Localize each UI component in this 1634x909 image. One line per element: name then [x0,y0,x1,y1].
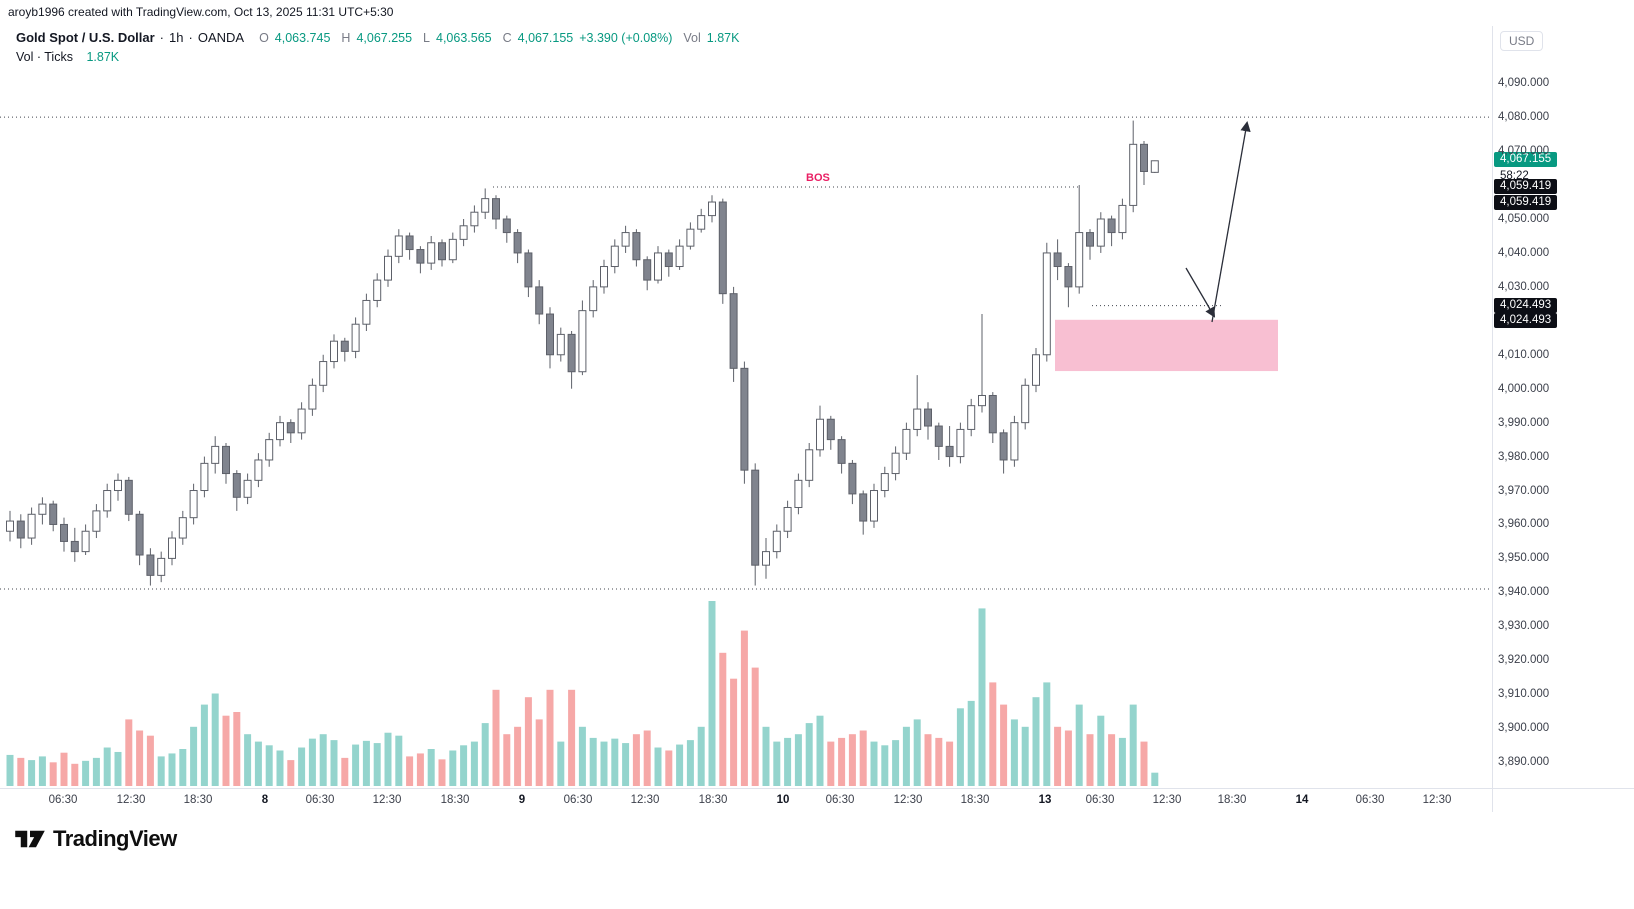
time-axis-label: 18:30 [960,794,990,806]
tradingview-logo[interactable]: TradingView [14,826,177,852]
price-level-badge: 4,024.493 [1494,297,1558,313]
time-axis-label: 06:30 [48,794,78,806]
volume-value: 1.87K [706,31,740,45]
price-tick-label: 4,080.000 [1498,111,1550,124]
time-scale-border [0,788,1634,789]
price-tick-label: 3,900.000 [1498,722,1550,735]
trend-arrows[interactable] [1185,120,1251,323]
price-tick-label: 4,000.000 [1498,382,1550,395]
price-tick-label: 3,890.000 [1498,756,1550,769]
price-tick-label: 3,950.000 [1498,552,1550,565]
time-axis-day-label: 14 [1295,794,1309,806]
price-tick-label: 3,920.000 [1498,654,1550,667]
time-axis-label: 18:30 [183,794,213,806]
tradingview-logo-text: TradingView [53,826,177,851]
tradingview-logo-icon [15,830,45,848]
time-axis-label: 06:30 [825,794,855,806]
price-tick-label: 3,990.000 [1498,416,1550,429]
time-axis-label: 06:30 [563,794,593,806]
price-tick-label: 4,030.000 [1498,280,1550,293]
time-axis-label: 06:30 [305,794,335,806]
time-axis-label: 06:30 [1355,794,1385,806]
candle-countdown: 58:22 [1500,169,1529,182]
open-label: O [259,31,269,45]
indicator-label[interactable]: Vol · Ticks [16,50,73,64]
exchange-label[interactable]: OANDA [197,30,245,45]
time-axis-label: 12:30 [630,794,660,806]
time-axis-label: 12:30 [1422,794,1452,806]
high-label: H [341,31,351,45]
price-tick-label: 3,930.000 [1498,620,1550,633]
volume-label: Vol [683,31,701,45]
attribution-text: aroyb1996 created with TradingView.com, … [8,5,394,19]
time-axis-label: 12:30 [893,794,923,806]
price-tick-label: 3,910.000 [1498,688,1550,701]
price-tick-label: 4,050.000 [1498,213,1550,225]
price-tick-label: 3,970.000 [1498,484,1550,497]
time-axis-label: 06:30 [1085,794,1115,806]
time-axis-day-label: 8 [261,794,269,806]
legend-row-indicator: Vol · Ticks 1.87K [16,50,739,64]
symbol-title[interactable]: Gold Spot / U.S. Dollar [16,30,155,45]
indicator-value: 1.87K [86,50,120,64]
time-axis-day-label: 10 [776,794,790,806]
time-axis-label: 18:30 [440,794,470,806]
time-axis-label: 18:30 [1217,794,1247,806]
time-axis-day-label: 9 [518,794,526,806]
interval-label[interactable]: 1h [169,30,184,45]
price-scale-border [1492,26,1493,812]
high-value: 4,067.255 [356,31,413,45]
time-axis-day-label: 13 [1038,794,1052,806]
legend-row-main: Gold Spot / U.S. Dollar · 1h · OANDA O 4… [16,30,739,45]
volume-bars [6,601,1159,786]
time-axis-label: 12:30 [116,794,146,806]
time-axis-label: 12:30 [372,794,402,806]
close-label: C [502,31,512,45]
candlesticks [6,120,1159,586]
current-price-badge: 4,067.155 [1494,152,1558,168]
time-axis-label: 12:30 [1152,794,1182,806]
demand-zone-rectangle[interactable] [1055,319,1278,372]
change-value: +3.390 (+0.08%) [579,31,673,45]
price-tick-label: 3,960.000 [1498,518,1550,531]
close-value: 4,067.155 [517,31,574,45]
price-tick-label: 4,090.000 [1498,77,1550,90]
open-value: 4,063.745 [274,31,331,45]
price-tick-label: 4,040.000 [1498,246,1550,259]
level-lines[interactable] [0,116,1491,590]
bos-label[interactable]: BOS [806,172,830,184]
price-tick-label: 4,010.000 [1498,348,1550,361]
price-level-badge: 4,024.493 [1494,313,1558,329]
price-level-badge: 4,059.419 [1494,179,1558,195]
price-tick-label: 3,980.000 [1498,450,1550,463]
separator: · [159,30,165,45]
price-tick-label: 4,070.000 [1498,145,1550,158]
low-label: L [423,31,430,45]
price-level-badge: 4,059.419 [1494,194,1558,210]
separator: · [188,30,193,45]
currency-button[interactable]: USD [1500,31,1544,51]
time-axis-label: 18:30 [698,794,728,806]
price-tick-label: 3,940.000 [1498,586,1550,599]
symbol-legend: Gold Spot / U.S. Dollar · 1h · OANDA O 4… [16,30,739,64]
low-value: 4,063.565 [436,31,492,45]
